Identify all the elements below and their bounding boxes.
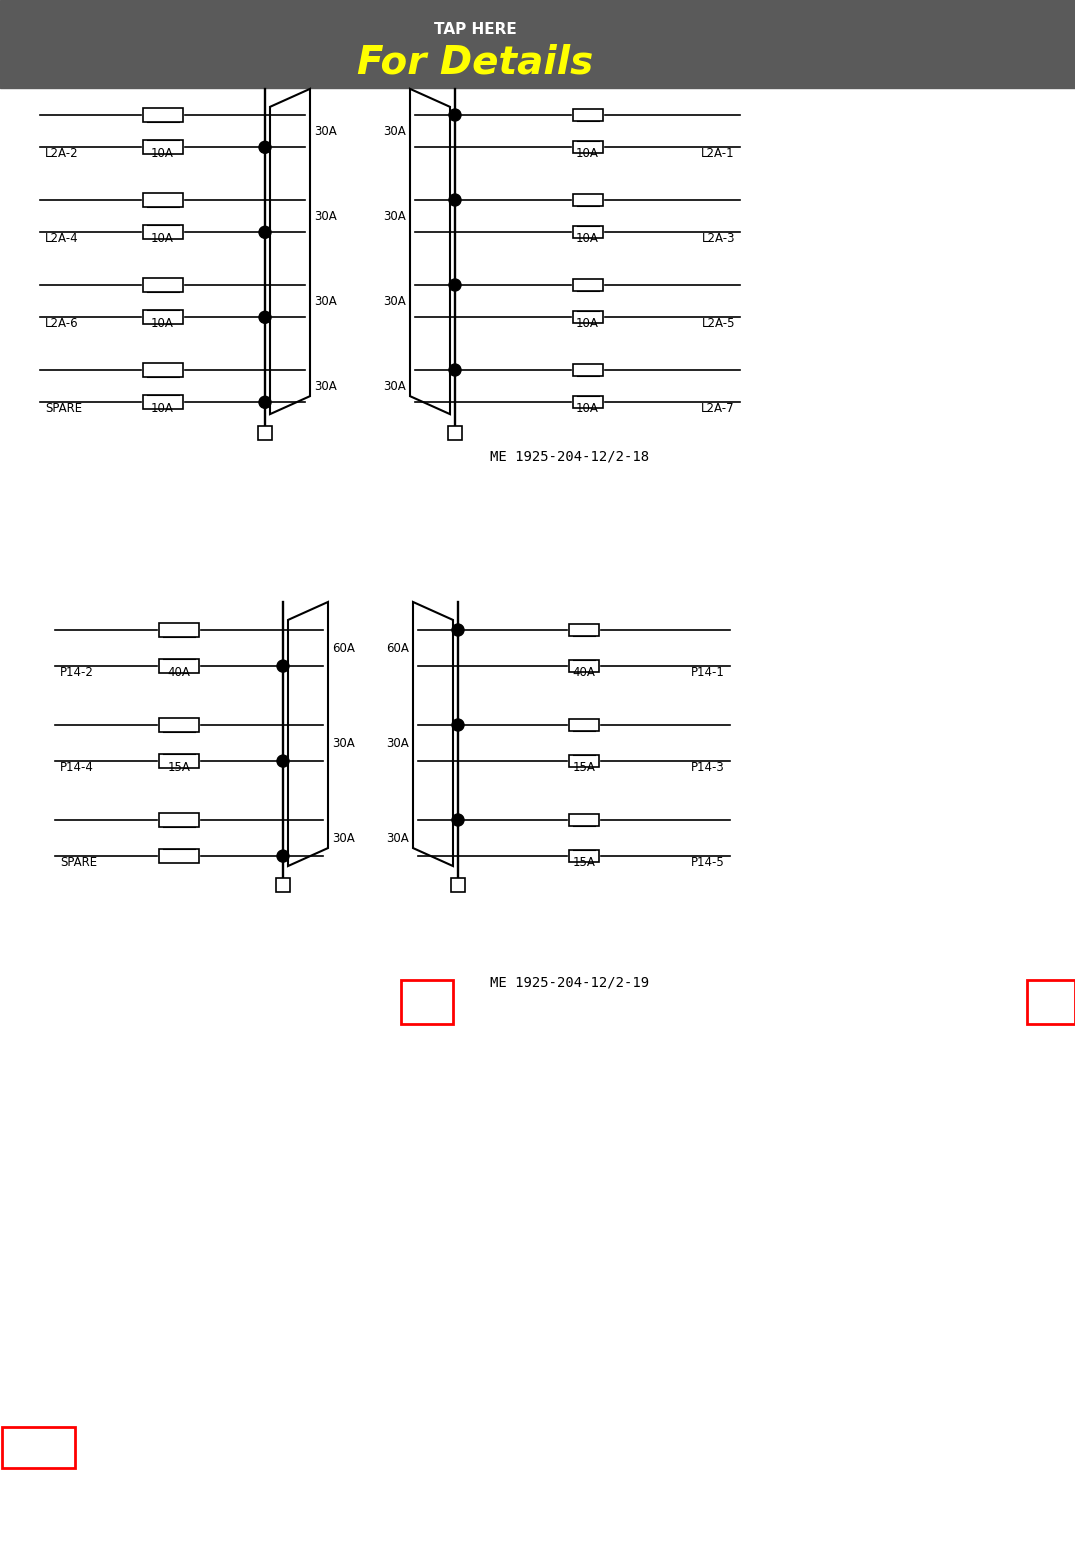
Bar (143, 396, 183, 410)
Bar (276, 878, 290, 892)
Bar (143, 141, 183, 155)
Bar (569, 718, 599, 731)
Text: P14-4: P14-4 (60, 761, 94, 773)
Bar (569, 754, 599, 767)
Bar (569, 624, 599, 635)
Circle shape (449, 279, 461, 291)
Bar (401, 980, 453, 1024)
Text: 15A: 15A (573, 856, 596, 869)
Bar (159, 754, 199, 768)
Bar (159, 812, 199, 826)
Circle shape (259, 396, 271, 408)
Bar (159, 850, 199, 864)
Bar (143, 192, 183, 207)
Text: L2A-1: L2A-1 (701, 147, 735, 161)
Text: 10A: 10A (152, 147, 174, 161)
Circle shape (277, 850, 289, 862)
Bar (569, 660, 599, 671)
Circle shape (449, 194, 461, 207)
Text: L2A-3: L2A-3 (702, 233, 735, 246)
Bar (159, 623, 199, 637)
Text: 15A: 15A (573, 761, 596, 773)
Circle shape (449, 365, 461, 376)
Bar (573, 396, 602, 408)
Bar (573, 110, 602, 121)
Text: 10A: 10A (152, 233, 174, 246)
Bar (448, 426, 462, 440)
Circle shape (452, 814, 464, 826)
Circle shape (452, 624, 464, 635)
Text: L2A-7: L2A-7 (701, 402, 735, 415)
Text: 30A: 30A (314, 125, 336, 138)
Bar (569, 850, 599, 862)
Text: 30A: 30A (332, 831, 355, 845)
Text: 30A: 30A (384, 380, 406, 393)
Text: TAP HERE: TAP HERE (433, 22, 516, 38)
Text: P14-3: P14-3 (691, 761, 725, 773)
Text: 10A: 10A (576, 233, 599, 246)
Text: P14-5: P14-5 (691, 856, 725, 869)
Text: SPARE: SPARE (45, 402, 82, 415)
Text: 30A: 30A (386, 737, 409, 750)
Bar (573, 365, 602, 376)
Text: SPARE: SPARE (60, 856, 97, 869)
Text: L2A-2: L2A-2 (45, 147, 78, 161)
Bar (573, 279, 602, 291)
Text: 30A: 30A (384, 210, 406, 222)
Bar (2, 1427, 75, 1468)
Circle shape (259, 311, 271, 324)
Circle shape (449, 110, 461, 121)
Text: 30A: 30A (384, 125, 406, 138)
Bar (159, 718, 199, 732)
Text: 30A: 30A (386, 831, 409, 845)
Bar (143, 363, 183, 377)
Text: For Details: For Details (357, 44, 593, 81)
Circle shape (452, 718, 464, 731)
Circle shape (259, 227, 271, 238)
Bar (1027, 980, 1075, 1024)
Text: L2A-5: L2A-5 (702, 318, 735, 330)
Text: ME 1925-204-12/2-19: ME 1925-204-12/2-19 (490, 975, 649, 989)
Bar (143, 279, 183, 293)
Text: 10A: 10A (152, 402, 174, 415)
Bar (452, 878, 465, 892)
Text: P14-1: P14-1 (691, 665, 725, 679)
Text: 30A: 30A (314, 210, 336, 222)
Bar (143, 310, 183, 324)
Bar (573, 194, 602, 207)
Bar (573, 141, 602, 153)
Text: 30A: 30A (384, 294, 406, 308)
Text: 30A: 30A (332, 737, 355, 750)
Text: 30A: 30A (314, 294, 336, 308)
Bar (573, 311, 602, 324)
Text: 10A: 10A (576, 318, 599, 330)
Text: 40A: 40A (573, 665, 596, 679)
Circle shape (259, 141, 271, 153)
Text: ME 1925-204-12/2-18: ME 1925-204-12/2-18 (490, 451, 649, 463)
Text: 15A: 15A (168, 761, 190, 773)
Bar (569, 814, 599, 826)
Circle shape (277, 754, 289, 767)
Bar (258, 426, 272, 440)
Bar (143, 225, 183, 239)
Text: P14-2: P14-2 (60, 665, 94, 679)
Text: 10A: 10A (576, 147, 599, 161)
Bar (573, 227, 602, 238)
Text: 30A: 30A (314, 380, 336, 393)
Text: L2A-6: L2A-6 (45, 318, 78, 330)
Bar (159, 659, 199, 673)
Text: 10A: 10A (576, 402, 599, 415)
Text: 10A: 10A (152, 318, 174, 330)
Text: L2A-4: L2A-4 (45, 233, 78, 246)
Text: 40A: 40A (168, 665, 190, 679)
Bar (0, 0, 1075, 88)
Text: 60A: 60A (386, 642, 409, 654)
Text: 60A: 60A (332, 642, 355, 654)
Circle shape (277, 660, 289, 671)
Bar (143, 108, 183, 122)
